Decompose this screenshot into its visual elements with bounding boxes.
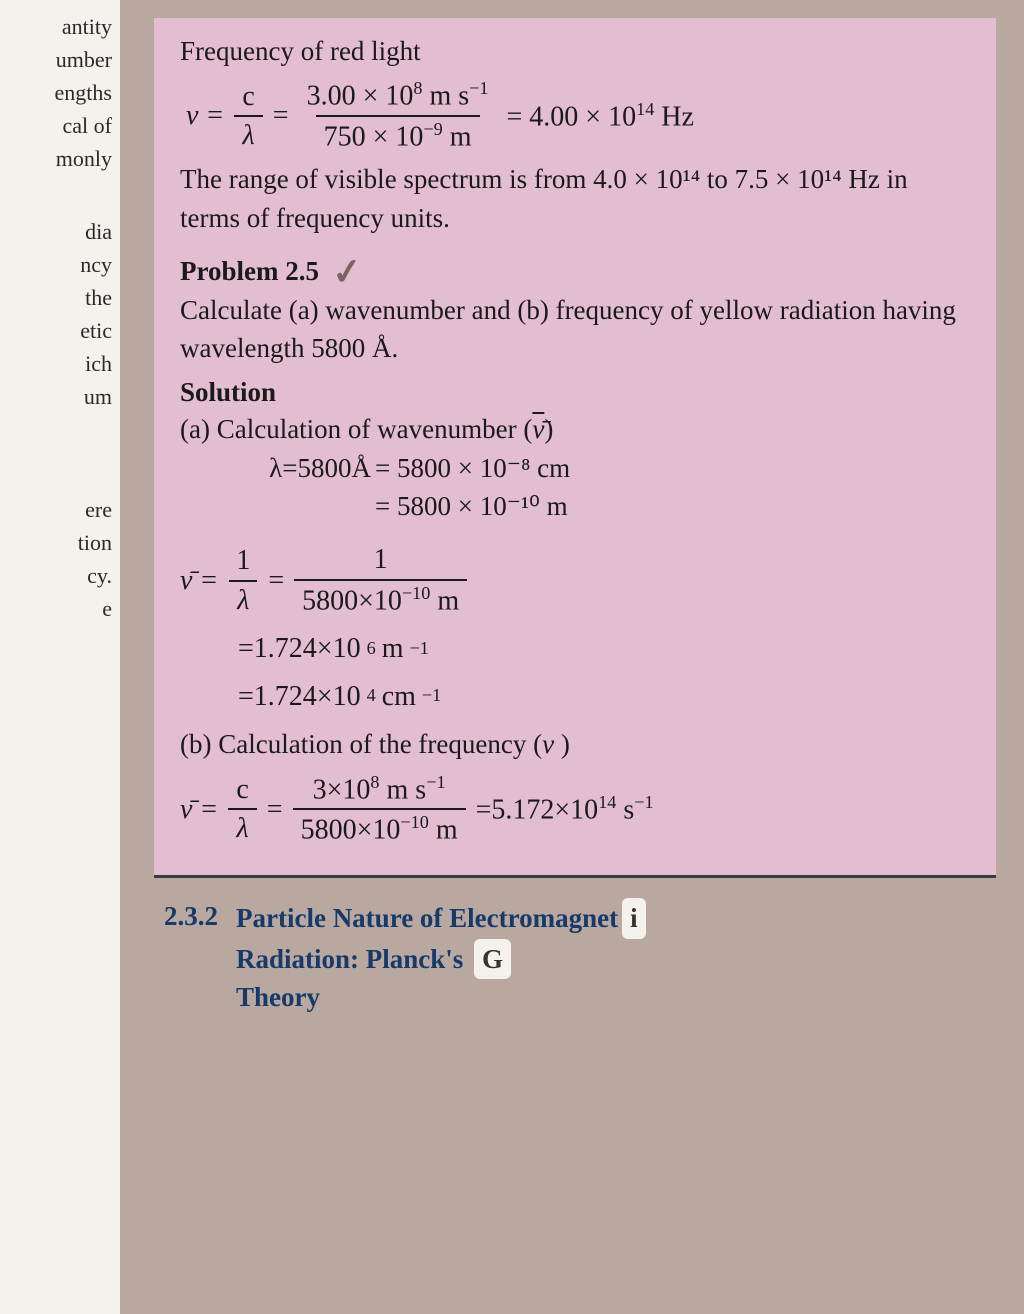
torn-page-fragment: G <box>474 939 511 979</box>
numeric-fraction: 3×108 m s−1 5800×10−10 m <box>293 772 466 848</box>
frac-num: c <box>234 80 262 116</box>
left-fragment: dia <box>8 215 112 248</box>
left-fragment: monly <box>8 142 112 175</box>
section-heading: 2.3.2 Particle Nature of Electromagneti … <box>154 878 996 1015</box>
c-over-lambda: c λ <box>228 773 256 846</box>
nu-equals: ν = <box>186 99 224 133</box>
one-over-lambda: 1 λ <box>228 544 258 617</box>
problem-heading: Problem 2.5 ✓ <box>180 237 970 291</box>
left-fragment: tion <box>8 526 112 559</box>
frequency-red-formula: ν = c λ = 3.00 × 108 m s−1 750 × 10−9 m … <box>180 70 970 160</box>
part-a-heading: (a) Calculation of wavenumber (ν̄) <box>180 410 970 448</box>
left-fragment: etic <box>8 314 112 347</box>
wavenumber-result-1: =1.724×106 m−1 <box>180 624 970 672</box>
solution-heading: Solution <box>180 367 970 410</box>
c-over-lambda: c λ <box>234 80 262 153</box>
wavenumber-formula: ν̄ = 1 λ = 1 5800×10−10 m <box>180 525 970 624</box>
left-fragment: e <box>8 592 112 625</box>
section-number: 2.3.2 <box>164 898 218 1015</box>
torn-page-fragment: i <box>622 898 646 938</box>
lambda-conversion: λ=5800Å = 5800 × 10⁻⁸ cm <box>180 449 970 487</box>
left-fragment: the <box>8 281 112 314</box>
left-fragment: ncy <box>8 248 112 281</box>
left-fragment: antity <box>8 10 112 43</box>
problem-statement: Calculate (a) wavenumber and (b) frequen… <box>180 291 970 368</box>
numeric-fraction: 3.00 × 108 m s−1 750 × 10−9 m <box>299 78 497 154</box>
result: = 4.00 × 1014 Hz <box>507 99 694 134</box>
left-fragment: cy. <box>8 559 112 592</box>
left-fragment: umber <box>8 43 112 76</box>
left-fragment: ich <box>8 347 112 380</box>
main-column: Frequency of red light ν = c λ = 3.00 × … <box>120 0 1024 1314</box>
intro-line: Frequency of red light <box>180 32 970 70</box>
result: =5.172×1014 s−1 <box>476 792 654 827</box>
left-cutoff-column: antity umber engths cal of monly dia ncy… <box>0 0 120 1314</box>
frac-den: 750 × 10−9 m <box>316 115 480 154</box>
section-text: Particle Nature of Electromagneti Radiat… <box>236 898 986 1015</box>
left-fragment: cal of <box>8 109 112 142</box>
vbar-equals: ν̄ = <box>180 564 218 598</box>
visible-spectrum-range: The range of visible spectrum is from 4.… <box>180 160 970 237</box>
frequency-formula: ν̄ = c λ = 3×108 m s−1 5800×10−10 m =5.1… <box>180 764 970 854</box>
frac-den: λ <box>234 115 262 153</box>
equals: = <box>273 99 289 133</box>
lambda-conversion-2: = 5800 × 10⁻¹⁰ m <box>180 487 970 525</box>
wavenumber-result-2: =1.724×104 cm−1 <box>180 672 970 720</box>
numeric-fraction: 1 5800×10−10 m <box>294 543 467 618</box>
left-fragment: engths <box>8 76 112 109</box>
checkmark-icon: ✓ <box>330 249 364 294</box>
frac-num: 3.00 × 108 m s−1 <box>299 78 497 115</box>
left-fragment: um <box>8 380 112 413</box>
worked-problem-box: Frequency of red light ν = c λ = 3.00 × … <box>154 18 996 878</box>
left-fragment: ere <box>8 493 112 526</box>
part-b-heading: (b) Calculation of the frequency (ν ) <box>180 719 970 763</box>
